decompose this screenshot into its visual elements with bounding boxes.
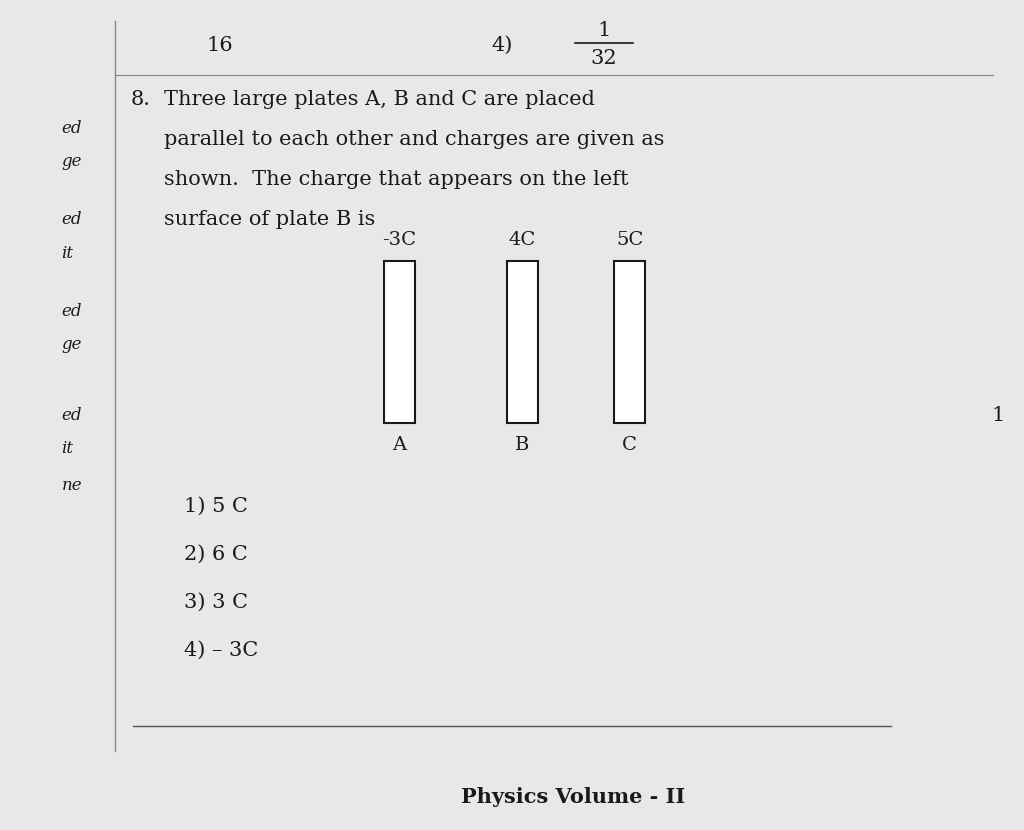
Text: 4C: 4C [509,231,536,249]
Bar [614,261,645,423]
Text: Physics Volume - II: Physics Volume - II [462,787,685,807]
Text: ed: ed [61,407,82,423]
Text: shown.  The charge that appears on the left: shown. The charge that appears on the le… [164,170,629,188]
Text: 1) 5 C: 1) 5 C [184,497,248,515]
Text: 8.: 8. [131,90,152,109]
Text: 32: 32 [591,49,617,67]
Text: B: B [515,436,529,454]
Text: C: C [623,436,637,454]
Text: 1: 1 [597,22,611,40]
Text: it: it [61,245,74,261]
Text: surface of plate B is: surface of plate B is [164,210,375,228]
Text: A: A [392,436,407,454]
Text: ne: ne [61,477,82,494]
Bar [384,261,415,423]
Text: 4) – 3C: 4) – 3C [184,642,259,660]
Text: 3) 3 C: 3) 3 C [184,593,248,612]
Text: ge: ge [61,154,82,170]
Text: -3C: -3C [382,231,417,249]
Text: ed: ed [61,212,82,228]
Text: ge: ge [61,336,82,353]
Text: 16: 16 [207,37,233,55]
Text: 2) 6 C: 2) 6 C [184,545,248,564]
Text: 1: 1 [991,406,1006,424]
Text: 5C: 5C [616,231,643,249]
Text: 4): 4) [492,37,512,55]
Text: it: it [61,440,74,457]
Text: parallel to each other and charges are given as: parallel to each other and charges are g… [164,130,665,149]
Text: ed: ed [61,303,82,320]
Text: Three large plates A, B and C are placed: Three large plates A, B and C are placed [164,90,595,109]
Bar [507,261,538,423]
Text: ed: ed [61,120,82,137]
